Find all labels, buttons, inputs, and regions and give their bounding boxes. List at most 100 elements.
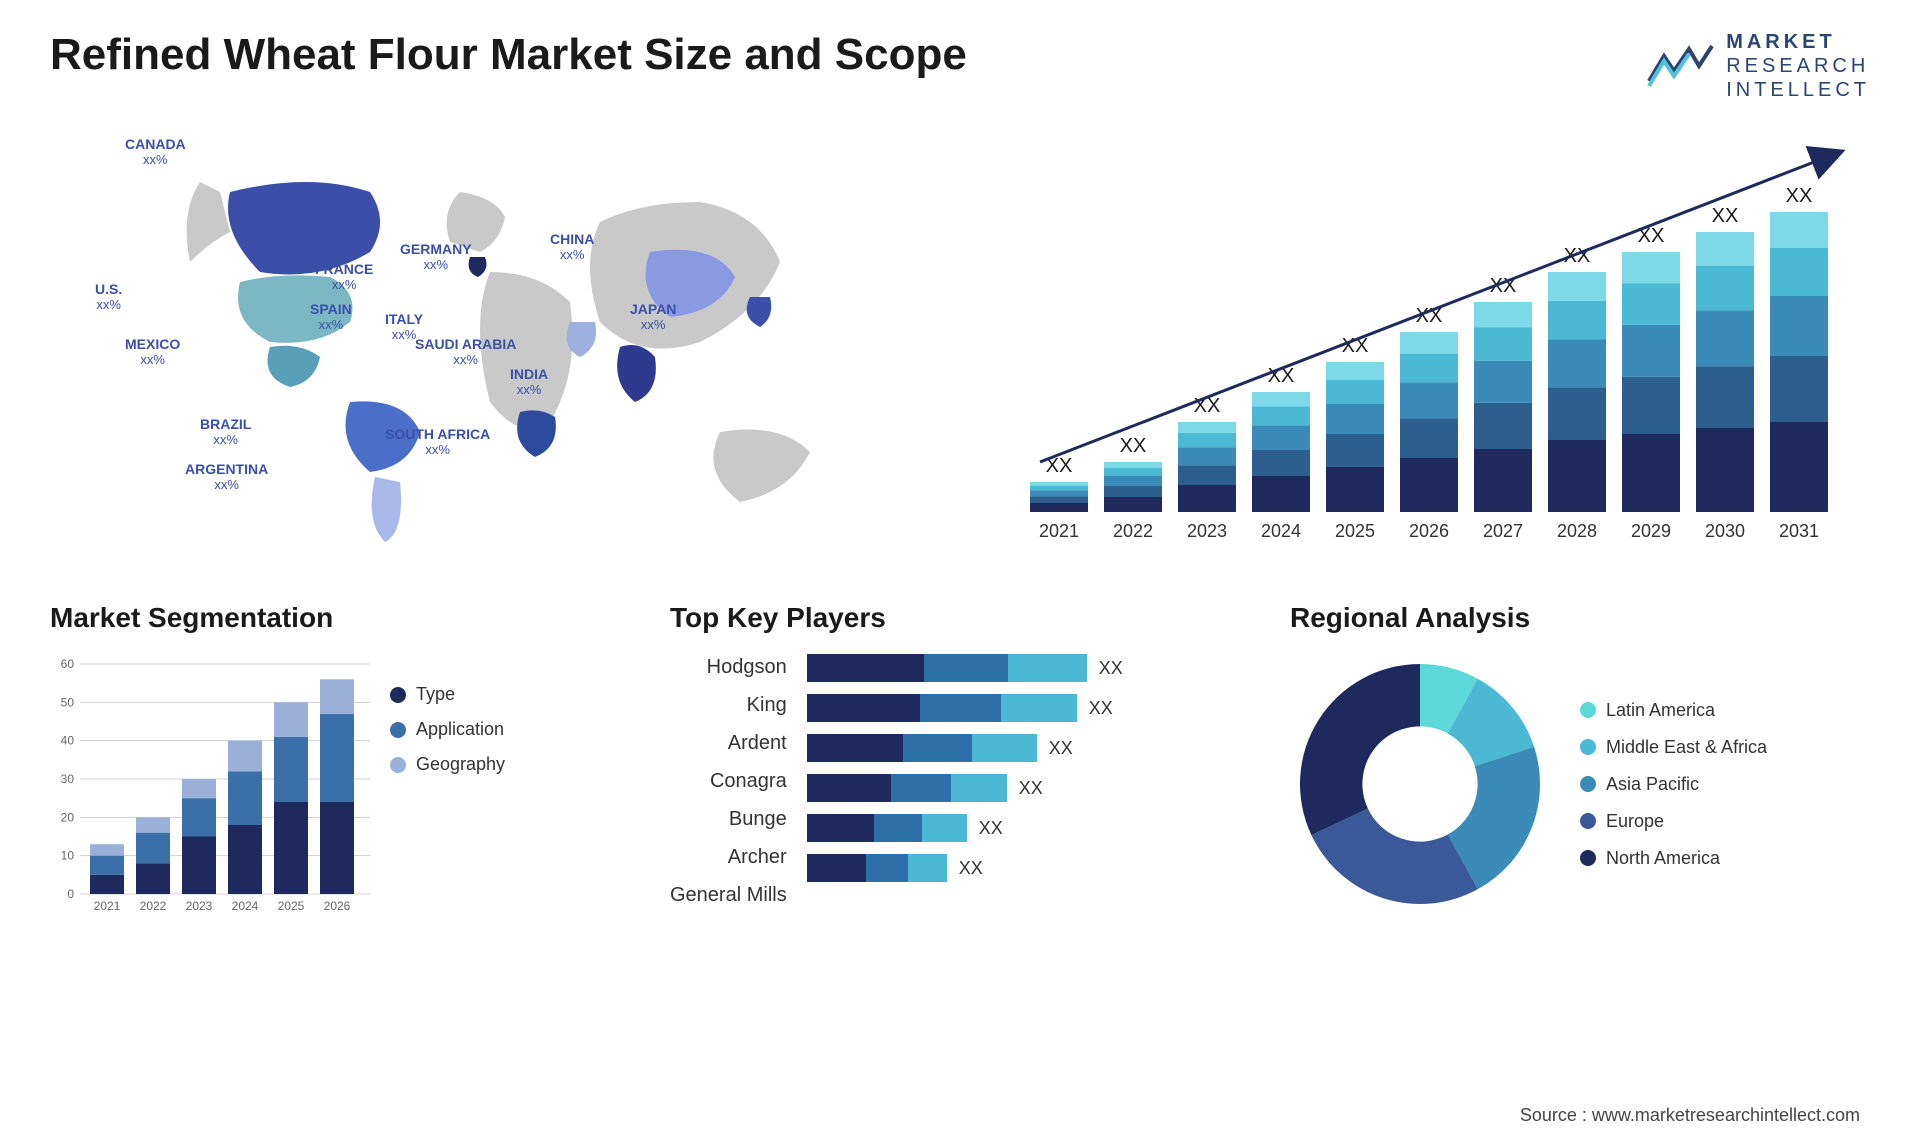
growth-year-label: 2022 [1113, 521, 1153, 541]
regional-legend-item: Middle East & Africa [1580, 737, 1767, 758]
player-bar-seg [807, 774, 891, 802]
segmentation-legend: TypeApplicationGeography [390, 654, 505, 914]
logo-text: MARKET RESEARCH INTELLECT [1726, 30, 1870, 102]
seg-bar-seg [182, 798, 216, 836]
seg-bar-seg [228, 741, 262, 772]
growth-bar-seg [1178, 485, 1236, 512]
map-label-spain: SPAINxx% [310, 302, 352, 333]
growth-bar-seg [1696, 266, 1754, 311]
map-label-southafrica: SOUTH AFRICAxx% [385, 427, 490, 458]
logo-line2: RESEARCH [1726, 54, 1870, 78]
growth-bar-seg [1326, 362, 1384, 380]
page-title: Refined Wheat Flour Market Size and Scop… [50, 30, 967, 80]
player-bar [807, 814, 967, 842]
growth-year-label: 2025 [1335, 521, 1375, 541]
bottom-row: Market Segmentation 01020304050602021202… [50, 602, 1870, 914]
player-row: XX [807, 734, 1250, 762]
legend-label: Geography [416, 754, 505, 775]
player-row: XX [807, 694, 1250, 722]
regional-donut [1290, 654, 1550, 914]
player-bar [807, 774, 1007, 802]
svg-text:60: 60 [61, 657, 75, 671]
source-text: Source : www.marketresearchintellect.com [1520, 1105, 1860, 1126]
seg-bar-seg [136, 863, 170, 894]
growth-bar-seg [1030, 503, 1088, 512]
player-name: Archer [728, 846, 787, 869]
logo-line1: MARKET [1726, 30, 1870, 54]
player-bar-seg [807, 694, 920, 722]
growth-bar-seg [1770, 248, 1828, 296]
growth-year-label: 2031 [1779, 521, 1819, 541]
growth-year-label: 2023 [1187, 521, 1227, 541]
map-mexico [268, 346, 321, 387]
growth-bar-seg [1622, 434, 1680, 512]
growth-year-label: 2027 [1483, 521, 1523, 541]
svg-text:0: 0 [67, 887, 74, 901]
growth-value-label: XX [1712, 205, 1739, 227]
donut-slice [1300, 664, 1420, 835]
player-name: King [747, 694, 787, 717]
regional-title: Regional Analysis [1290, 602, 1870, 634]
growth-bar-seg [1252, 392, 1310, 406]
svg-text:2022: 2022 [140, 899, 167, 913]
player-bar-seg [807, 654, 925, 682]
growth-bar-seg [1178, 465, 1236, 485]
legend-dot-icon [1580, 702, 1596, 718]
segmentation-title: Market Segmentation [50, 602, 630, 634]
player-value: XX [1099, 658, 1123, 679]
seg-bar-seg [320, 802, 354, 894]
map-label-saudiarabia: SAUDI ARABIAxx% [415, 337, 516, 368]
growth-bar-seg [1104, 486, 1162, 497]
map-label-uk: U.K.xx% [320, 222, 348, 253]
legend-label: Middle East & Africa [1606, 737, 1767, 758]
legend-label: North America [1606, 848, 1720, 869]
growth-bar-seg [1030, 486, 1088, 491]
svg-text:2023: 2023 [186, 899, 213, 913]
growth-bar-seg [1548, 440, 1606, 512]
seg-bar-seg [182, 837, 216, 895]
map-label-brazil: BRAZILxx% [200, 417, 251, 448]
player-labels: HodgsonKingArdentConagraBungeArcherGener… [670, 654, 787, 907]
growth-bar-seg [1030, 496, 1088, 503]
growth-value-label: XX [1342, 335, 1369, 357]
map-india [617, 345, 656, 402]
growth-bar-seg [1400, 458, 1458, 512]
svg-text:2026: 2026 [324, 899, 351, 913]
growth-year-label: 2028 [1557, 521, 1597, 541]
growth-bar-seg [1548, 339, 1606, 387]
player-bar [807, 734, 1037, 762]
growth-value-label: XX [1786, 185, 1813, 207]
growth-bar-seg [1622, 377, 1680, 434]
player-bar-seg [891, 774, 951, 802]
player-value: XX [1089, 698, 1113, 719]
growth-bar-seg [1104, 497, 1162, 512]
growth-bar-seg [1400, 354, 1458, 383]
legend-label: Application [416, 719, 504, 740]
growth-bar-seg [1252, 450, 1310, 476]
growth-bar-seg [1696, 310, 1754, 366]
svg-text:2021: 2021 [94, 899, 121, 913]
growth-chart-svg: 2021XX2022XX2023XX2024XX2025XX2026XX2027… [1010, 122, 1870, 552]
map-label-argentina: ARGENTINAxx% [185, 462, 268, 493]
seg-bar-seg [274, 737, 308, 802]
growth-bar-seg [1770, 422, 1828, 512]
growth-bar-seg [1696, 366, 1754, 428]
growth-bar-seg [1252, 406, 1310, 425]
growth-bar-seg [1104, 468, 1162, 476]
world-map: CANADAxx%U.S.xx%MEXICOxx%BRAZILxx%ARGENT… [50, 122, 970, 552]
growth-bar-seg [1474, 327, 1532, 361]
legend-dot-icon [1580, 739, 1596, 755]
regional-legend-item: Latin America [1580, 700, 1767, 721]
growth-bar-seg [1622, 283, 1680, 325]
growth-year-label: 2029 [1631, 521, 1671, 541]
legend-label: Latin America [1606, 700, 1715, 721]
seg-bar-seg [320, 679, 354, 714]
growth-year-label: 2021 [1039, 521, 1079, 541]
growth-bar-seg [1326, 404, 1384, 434]
player-value: XX [979, 818, 1003, 839]
player-bar-seg [807, 854, 866, 882]
growth-bar-seg [1548, 301, 1606, 339]
seg-bar-seg [274, 802, 308, 894]
player-bar-seg [922, 814, 967, 842]
seg-bar-seg [274, 702, 308, 737]
